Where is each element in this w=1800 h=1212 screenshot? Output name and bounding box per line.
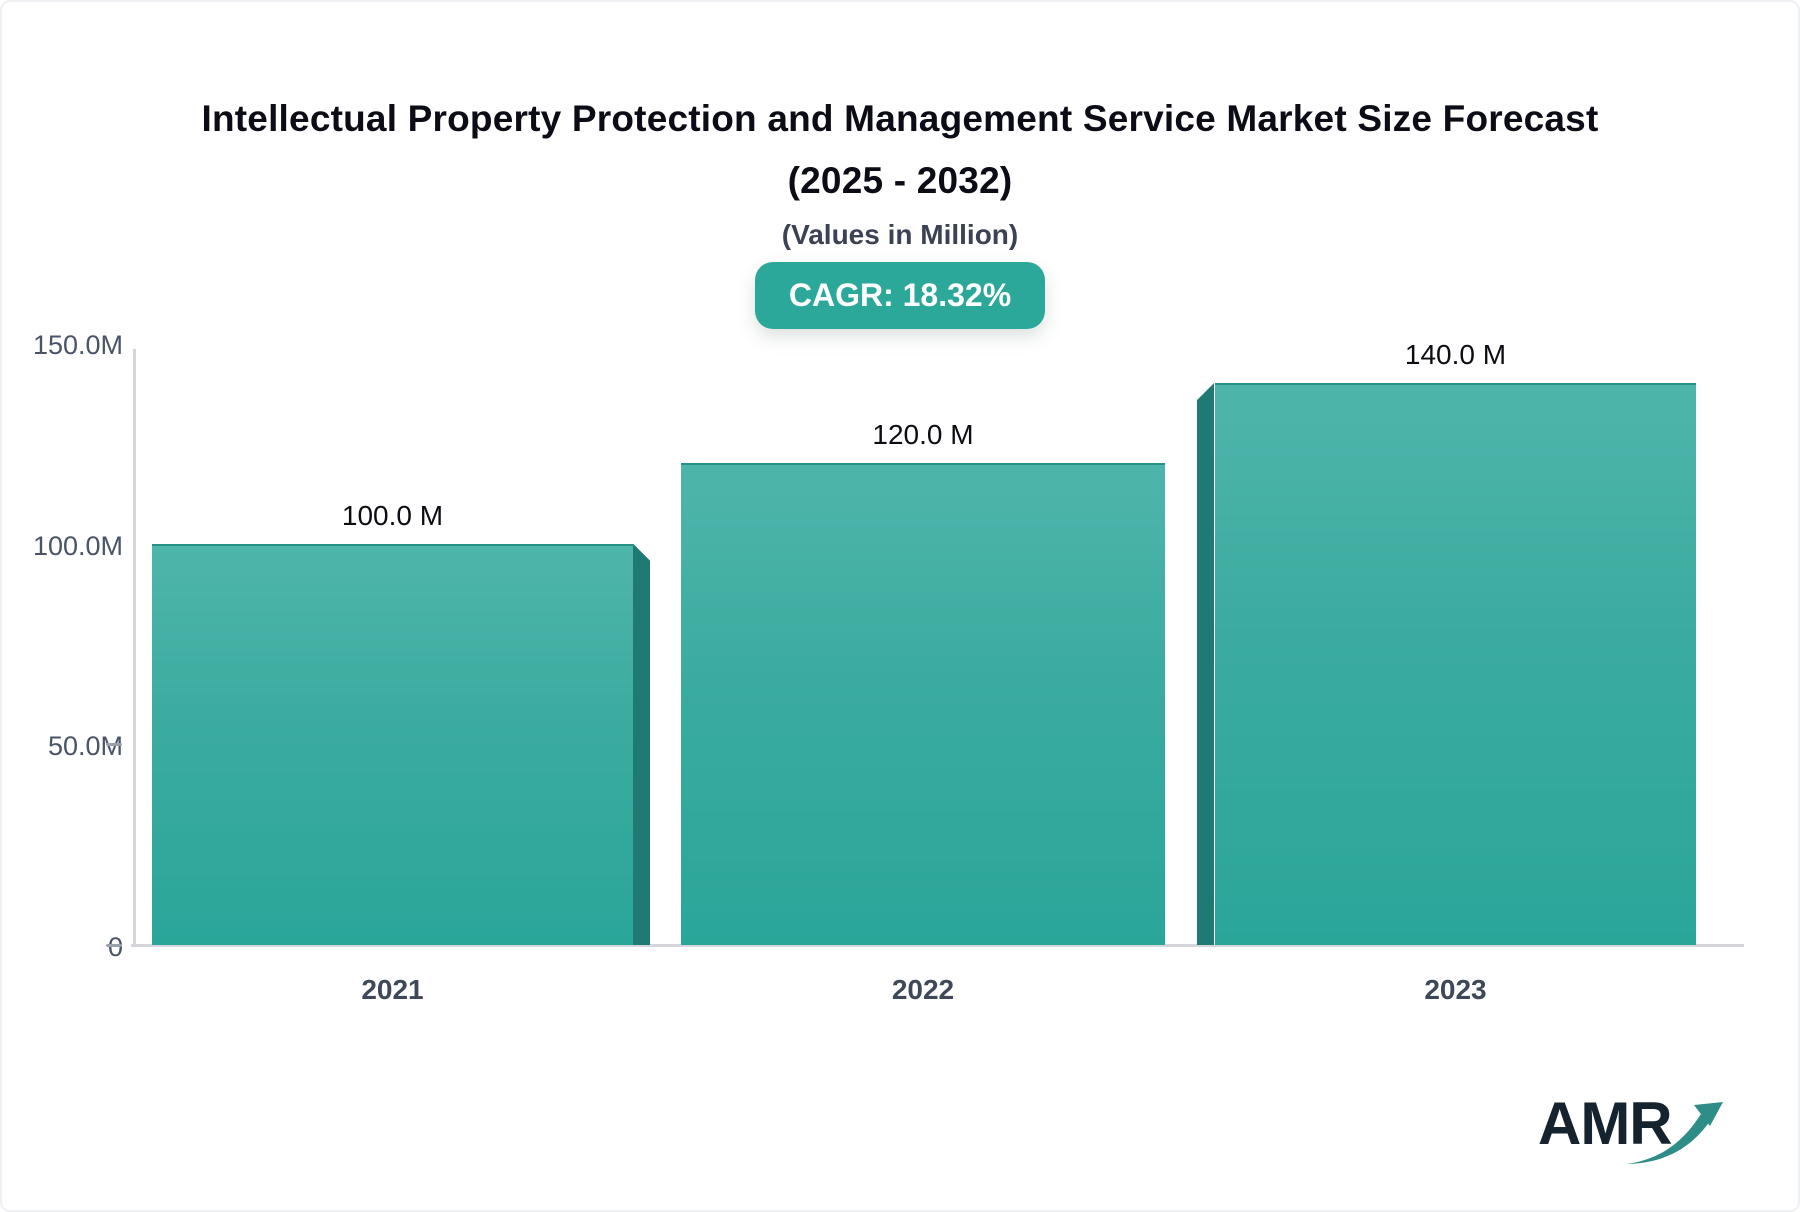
y-tick-label: 50.0M — [47, 731, 123, 762]
amr-logo: AMR — [1538, 1090, 1723, 1172]
x-tick-2023: 2023 — [1424, 974, 1487, 1005]
x-tick-2021: 2021 — [361, 974, 424, 1005]
y-tick-label: 150.0M — [32, 330, 123, 360]
cagr-badge: CAGR: 18.32% — [754, 262, 1046, 329]
chart-subtitle: (Values in Million) — [781, 219, 1019, 250]
chart-title-line1: Intellectual Property Protection and Man… — [201, 98, 1599, 139]
bar-value-label: 120.0 M — [872, 419, 974, 451]
y-tick-dash — [106, 743, 122, 747]
bar-2023-3d-side — [1197, 383, 1214, 945]
growth-arrow-icon — [1627, 1102, 1723, 1164]
bar-2021-3d-side — [633, 543, 650, 945]
amr-logo-text: AMR — [1538, 1090, 1673, 1157]
bar-2022[interactable] — [681, 463, 1165, 945]
chart-title-line2: (2025 - 2032) — [787, 160, 1013, 201]
chart-header: Intellectual Property Protection and Man… — [2, 2, 1798, 329]
bar-value-label: 140.0 M — [1404, 339, 1507, 371]
x-tick-2022: 2022 — [891, 974, 955, 1005]
bar-2023[interactable] — [1215, 383, 1696, 945]
y-tick-label: 0 — [107, 932, 123, 962]
x-axis-line — [131, 944, 1744, 947]
y-tick-dash — [106, 944, 122, 947]
bar-value-label: 100.0 M — [341, 499, 444, 531]
y-tick-label: 100.0M — [32, 530, 123, 561]
bar-2021[interactable] — [152, 543, 633, 945]
chart-title: Intellectual Property Protection and Man… — [2, 88, 1798, 212]
plot-area: 100.0 M 120.0 M 140.0 M 2021 2022 2023 — [131, 339, 1744, 1005]
y-axis-line — [133, 349, 136, 946]
